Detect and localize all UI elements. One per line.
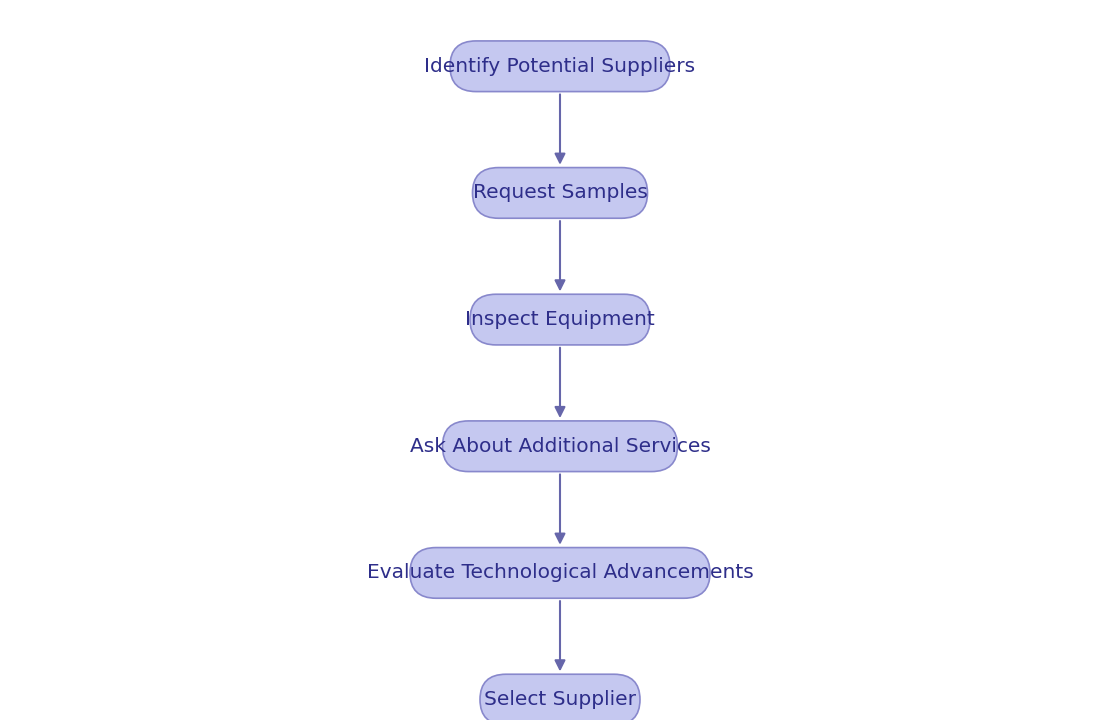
Text: Inspect Equipment: Inspect Equipment [465,310,655,329]
Text: Evaluate Technological Advancements: Evaluate Technological Advancements [366,564,754,582]
Text: Identify Potential Suppliers: Identify Potential Suppliers [424,57,696,76]
Text: Select Supplier: Select Supplier [484,690,636,709]
FancyBboxPatch shape [442,421,678,472]
Text: Ask About Additional Services: Ask About Additional Services [410,437,710,456]
FancyBboxPatch shape [450,41,670,91]
FancyBboxPatch shape [470,294,650,345]
Text: Request Samples: Request Samples [473,184,647,202]
FancyBboxPatch shape [480,674,640,720]
FancyBboxPatch shape [473,168,647,218]
FancyBboxPatch shape [410,548,710,598]
